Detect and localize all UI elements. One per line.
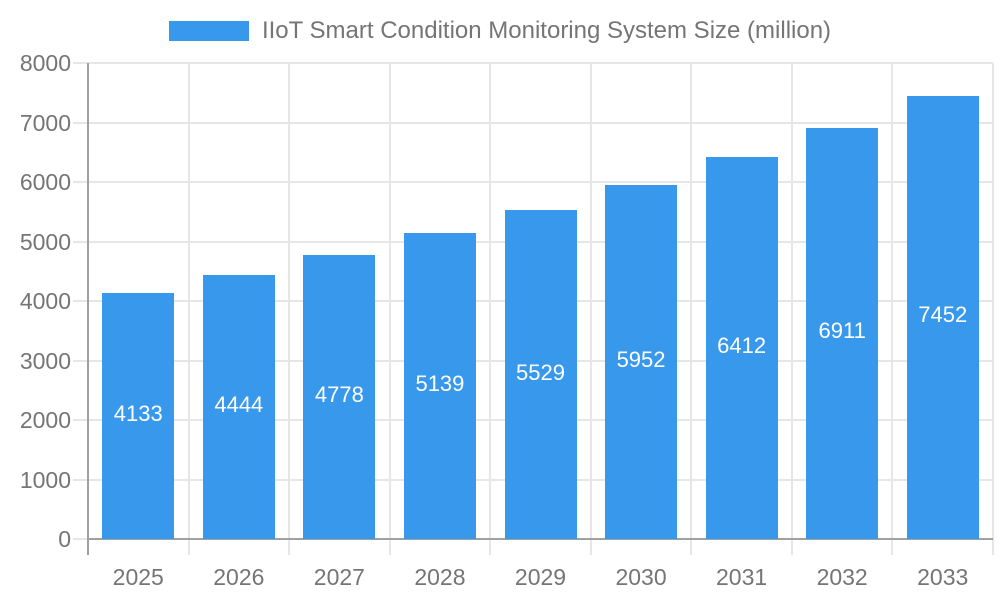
x-axis-tick-mark: [790, 539, 793, 555]
vertical-gridline: [790, 63, 793, 539]
x-axis-tick-label: 2026: [213, 564, 265, 590]
bar-value-label: 4444: [214, 391, 264, 417]
bar: [102, 293, 175, 539]
vertical-gridline: [891, 63, 894, 539]
y-axis-tick-label: 1000: [19, 466, 71, 493]
vertical-gridline: [288, 63, 291, 539]
x-axis-tick-mark: [388, 539, 391, 555]
vertical-gridline: [992, 63, 994, 539]
legend-swatch-icon: [168, 21, 249, 41]
x-axis-tick-mark: [891, 539, 894, 555]
x-axis-tick-mark: [288, 539, 291, 555]
x-axis-tick-mark: [489, 539, 492, 555]
x-axis-tick-label: 2027: [313, 564, 365, 590]
x-axis-tick-label: 2031: [716, 564, 768, 590]
x-axis-tick-mark: [992, 539, 994, 555]
bar-value-label: 6412: [717, 333, 767, 359]
x-axis-tick-mark: [187, 539, 190, 555]
bar: [806, 127, 879, 539]
x-axis-tick-label: 2025: [112, 564, 164, 590]
y-axis-tick-mark: [73, 300, 88, 302]
bar: [202, 274, 275, 539]
bar-value-label: 5952: [616, 346, 666, 372]
y-axis-tick-mark: [73, 240, 88, 243]
bar: [403, 233, 476, 539]
x-axis-tick-label: 2033: [917, 564, 969, 590]
bar: [504, 210, 577, 539]
bar-value-label: 5529: [516, 359, 565, 385]
horizontal-gridline: [88, 62, 993, 64]
y-axis-tick-label: 3000: [19, 347, 71, 374]
y-axis-tick-mark: [73, 419, 88, 421]
bar: [303, 254, 376, 539]
vertical-gridline: [690, 63, 693, 539]
y-axis-tick-label: 5000: [19, 228, 71, 255]
bar-value-label: 7452: [918, 302, 968, 328]
vertical-gridline: [589, 63, 592, 539]
y-axis-tick-label: 6000: [19, 169, 71, 195]
y-axis-tick-label: 7000: [19, 109, 71, 136]
bar-value-label: 4133: [113, 401, 163, 427]
bar-value-label: 5139: [415, 371, 465, 397]
y-axis-tick-label: 2000: [19, 407, 71, 433]
x-axis-tick-label: 2032: [816, 564, 868, 590]
y-axis-tick-mark: [73, 538, 88, 540]
y-axis-tick-label: 4000: [19, 288, 71, 314]
y-axis-tick-mark: [73, 62, 88, 64]
legend[interactable]: IIoT Smart Condition Monitoring System S…: [0, 16, 1000, 46]
vertical-gridline: [187, 63, 190, 539]
bar-value-label: 4778: [314, 381, 364, 407]
horizontal-gridline: [88, 121, 993, 124]
x-axis-line: [88, 538, 993, 540]
y-axis-tick-mark: [73, 121, 88, 124]
bar-value-label: 6911: [818, 318, 866, 344]
x-axis-tick-label: 2029: [514, 564, 567, 590]
y-axis-tick-mark: [73, 181, 88, 183]
bar: [906, 95, 979, 539]
y-axis-tick-label: 0: [58, 526, 71, 552]
bar: [705, 157, 778, 539]
x-axis-tick-mark: [589, 539, 592, 555]
bar: [605, 184, 678, 539]
x-axis-tick-label: 2028: [414, 564, 466, 590]
y-axis-tick-mark: [73, 478, 88, 481]
x-axis-tick-mark: [690, 539, 693, 555]
y-axis-tick-label: 8000: [19, 50, 71, 76]
vertical-gridline: [489, 63, 492, 539]
horizontal-gridline: [88, 181, 993, 183]
y-axis-tick-mark: [73, 359, 88, 362]
vertical-gridline: [388, 63, 391, 539]
legend-label: IIoT Smart Condition Monitoring System S…: [261, 17, 832, 44]
x-axis-tick-label: 2030: [615, 564, 667, 590]
y-axis-line: [87, 63, 89, 555]
